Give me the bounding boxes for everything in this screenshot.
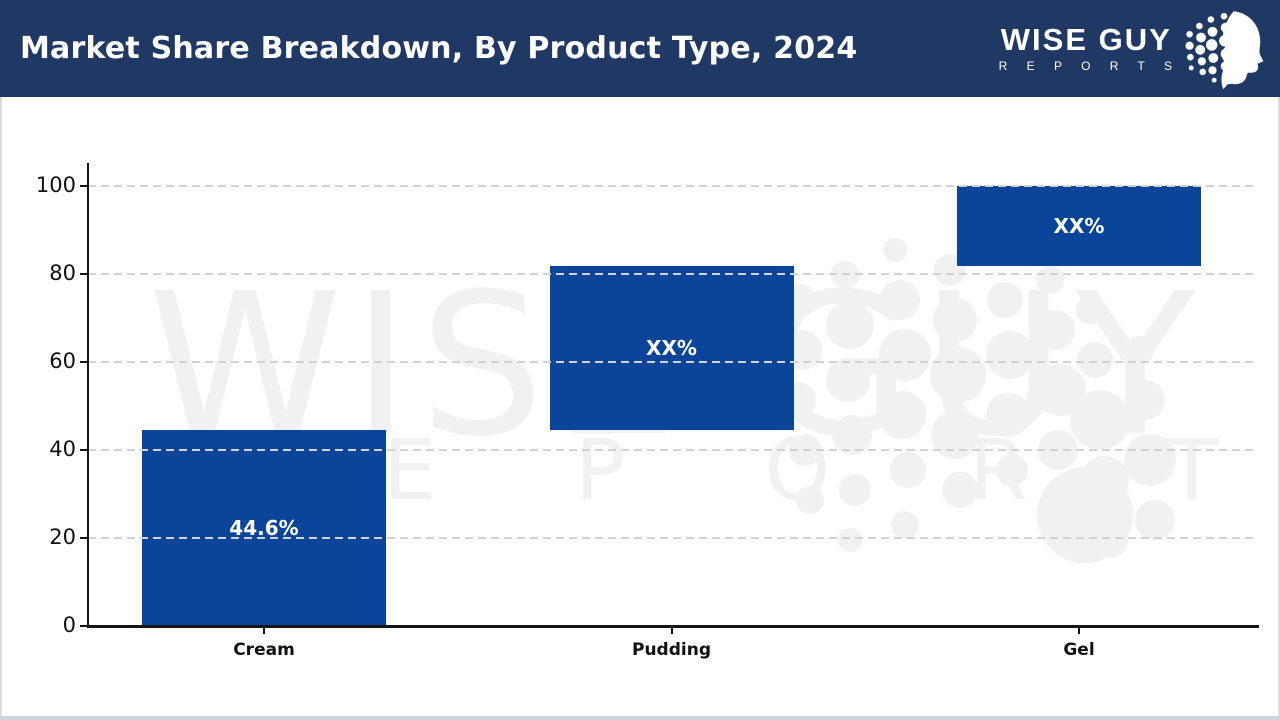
bar-value-label: XX%	[646, 335, 697, 360]
gridline	[88, 185, 1258, 187]
y-tick	[80, 185, 88, 187]
x-axis-line	[87, 625, 1259, 628]
y-tick-label: 80	[49, 261, 76, 285]
y-tick	[80, 625, 88, 627]
logo-subtitle: R E P O R T S	[998, 58, 1180, 73]
y-tick-label: 60	[49, 349, 76, 373]
wise-guy-logo: WISE GUY R E P O R T S	[993, 8, 1266, 90]
x-tick-label: Cream	[233, 640, 295, 660]
y-tick	[80, 361, 88, 363]
y-tick-label: 0	[62, 613, 76, 637]
bar: XX%	[549, 266, 794, 430]
right-border	[1278, 97, 1280, 716]
x-tick	[1078, 627, 1080, 634]
bottom-strip	[0, 716, 1280, 720]
bar-value-label: 44.6%	[229, 515, 299, 540]
y-tick	[80, 537, 88, 539]
logo-text: WISE GUY R E P O R T S	[993, 24, 1180, 73]
y-tick-label: 100	[35, 173, 76, 197]
bar: XX%	[957, 186, 1201, 267]
logo-wordmark: WISE GUY	[1000, 22, 1172, 58]
x-tick-label: Pudding	[632, 640, 711, 660]
x-tick-label: Gel	[1063, 640, 1095, 660]
x-tick	[263, 627, 265, 634]
x-tick	[670, 627, 673, 634]
gridline	[88, 273, 1258, 275]
y-tick-label: 20	[49, 525, 76, 549]
chart-title: Market Share Breakdown, By Product Type,…	[20, 31, 858, 66]
gridline	[88, 537, 1258, 539]
left-border	[0, 97, 2, 716]
header: Market Share Breakdown, By Product Type,…	[0, 0, 1280, 97]
y-tick	[80, 273, 88, 275]
dotted-head-icon	[1185, 10, 1264, 89]
bar: 44.6%	[142, 429, 386, 626]
y-axis-line	[87, 163, 89, 627]
y-tick-label: 40	[49, 437, 76, 461]
bar-value-label: XX%	[1053, 214, 1105, 239]
gridline	[88, 449, 1258, 451]
y-tick	[80, 449, 88, 451]
gridline	[88, 361, 1258, 363]
